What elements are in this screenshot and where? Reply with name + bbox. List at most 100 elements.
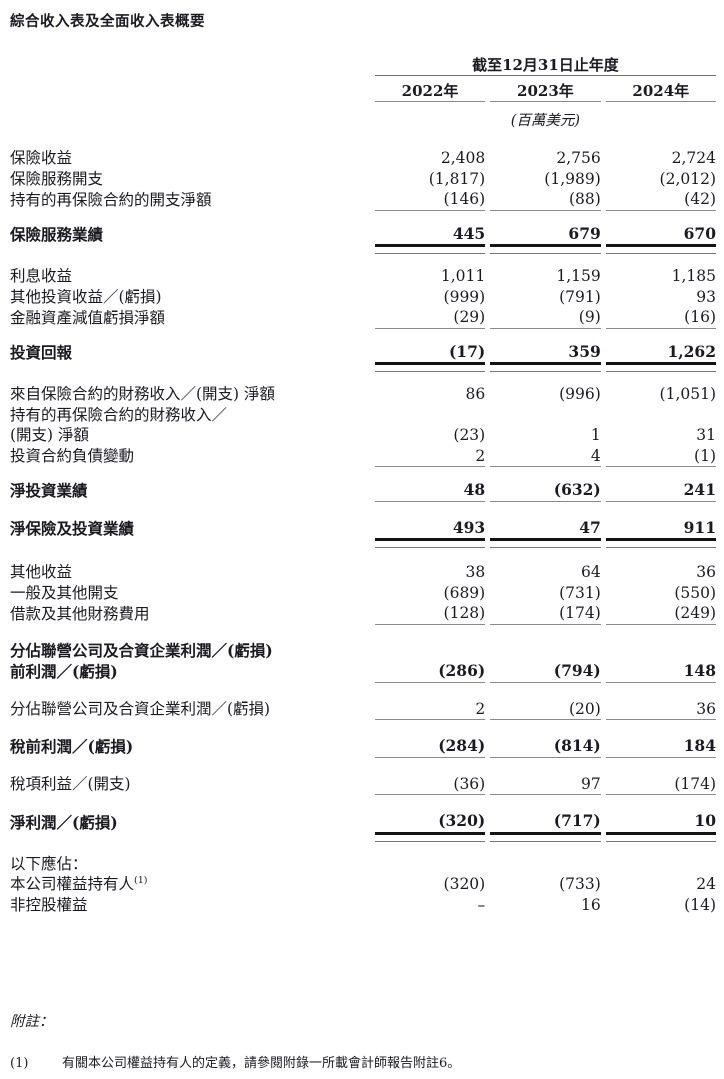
row-value-2022: 445 <box>452 223 486 243</box>
spacer <box>10 130 716 148</box>
spacer <box>10 632 716 641</box>
row-value-2024: 93 <box>696 287 716 306</box>
row-label: 保險收益 <box>10 149 73 167</box>
row-value-2022: 2 <box>475 446 486 465</box>
row-value-2023: (174) <box>559 604 601 622</box>
table-row-total: 前利潤／(虧損) (286) (794) 148 <box>10 661 716 682</box>
row-value-2024: 911 <box>683 517 716 537</box>
row-label-text: 本公司權益持有人 <box>10 875 135 893</box>
row-label: (開支) 淨額 <box>10 426 90 444</box>
row-value-2024: (550) <box>674 583 716 602</box>
row-value-2022: (23) <box>453 426 486 444</box>
row-value-2023: 4 <box>590 446 601 465</box>
row-value-2024: (2,012) <box>659 169 716 188</box>
table-row: 持有的再保險合約的開支淨額 (146) (88) (42) <box>10 189 716 210</box>
table-row: (開支) 淨額 (23) 1 31 <box>10 425 716 446</box>
table-row-total: 保險服務業績 445 679 670 <box>10 224 716 246</box>
column-header-2022: 2022年 <box>401 82 459 100</box>
table-row: 借款及其他財務費用 (128) (174) (249) <box>10 603 716 624</box>
row-value-2023: 1,159 <box>556 267 601 285</box>
spacer <box>10 841 716 854</box>
row-value-2023: 679 <box>568 223 601 243</box>
spacer <box>10 802 716 811</box>
row-value-2023: 47 <box>579 517 601 537</box>
row-label: 持有的再保險合約的財務收入／ <box>10 405 228 424</box>
row-value-2024: (16) <box>684 308 716 326</box>
row-value-2024: (1) <box>694 446 716 465</box>
row-value-2023: (733) <box>559 875 601 893</box>
row-value-2022: 48 <box>463 480 486 499</box>
subtotal-rule <box>10 719 716 727</box>
row-value-2023: (88) <box>568 190 601 208</box>
row-value-2022: (17) <box>448 341 486 361</box>
row-value-2022: – <box>477 895 486 914</box>
row-value-2023: 64 <box>581 563 601 581</box>
row-label: 其他收益 <box>10 563 73 581</box>
row-value-2023: (794) <box>553 661 601 680</box>
spacer <box>10 509 716 518</box>
row-value-2023: (791) <box>559 287 601 306</box>
subtotal-rule <box>10 623 716 632</box>
table-row-total: 淨投資業績 48 (632) 241 <box>10 480 716 501</box>
row-value-2024: 2,724 <box>671 149 716 167</box>
row-value-2022: (1,817) <box>428 169 486 188</box>
row-label: 保險服務業績 <box>10 225 104 244</box>
subtotal-rule <box>10 794 716 802</box>
column-header-row: 2022年 2023年 2024年 <box>10 80 716 102</box>
row-value-2022: (36) <box>453 774 486 793</box>
table-row-total: 淨利潤／(虧損) (320) (717) 10 <box>10 811 716 833</box>
row-value-2022: (689) <box>443 583 486 602</box>
total-double-rule <box>10 244 716 254</box>
period-header-row: 截至12月31日止年度 <box>10 54 716 76</box>
table-row: 稅項利益／(開支) (36) 97 (174) <box>10 774 716 795</box>
header-top-rule <box>10 75 716 80</box>
row-label: 以下應佔： <box>10 854 88 873</box>
row-value-2023: 97 <box>581 774 601 793</box>
row-value-2023: (717) <box>553 811 601 830</box>
row-value-2022: (128) <box>443 604 486 622</box>
row-value-2024: (42) <box>684 190 716 208</box>
table-row: 保險服務開支 (1,817) (1,989) (2,012) <box>10 169 716 190</box>
row-value-2024: 184 <box>683 736 716 755</box>
table-row: 其他收益 38 64 36 <box>10 562 716 583</box>
footnote-item-1: (1) 有關本公司權益持有人的定義，請參閱附錄一所載會計師報告附註6。 <box>10 1052 460 1071</box>
row-value-2024: 241 <box>683 480 716 499</box>
total-double-rule <box>10 538 716 548</box>
row-value-2023: (1,989) <box>544 169 601 188</box>
row-value-2023: (731) <box>559 583 601 602</box>
table-row-continuation: 分佔聯營公司及合資企業利潤／(虧損) <box>10 641 716 662</box>
footnote-text: 有關本公司權益持有人的定義，請參閱附錄一所載會計師報告附註6。 <box>62 1056 461 1071</box>
row-value-2022: 1,011 <box>440 267 486 285</box>
row-label: 金融資產減值虧損淨額 <box>10 308 166 327</box>
period-header: 截至12月31日止年度 <box>472 56 619 74</box>
notes-heading: 附註： <box>10 1014 54 1030</box>
table-row: 分佔聯營公司及合資企業利潤／(虧損) 2 (20) 36 <box>10 699 716 720</box>
row-label: 借款及其他財務費用 <box>10 604 150 623</box>
row-label: 淨投資業績 <box>10 480 88 500</box>
row-value-2022: (284) <box>438 736 486 755</box>
row-label: 淨保險及投資業績 <box>10 519 135 538</box>
table-row: 利息收益 1,011 1,159 1,185 <box>10 266 716 287</box>
row-value-2023: (20) <box>568 699 601 718</box>
column-header-2024: 2024年 <box>632 82 690 100</box>
footnote-mark: (1) <box>10 1056 29 1071</box>
total-double-rule <box>10 831 716 842</box>
row-value-2023: 359 <box>568 341 601 361</box>
page-title: 綜合收入表及全面收入表概要 <box>10 14 205 30</box>
row-value-2023: (996) <box>559 385 601 403</box>
subtotal-rule <box>10 756 716 765</box>
row-value-2024: (249) <box>674 604 716 622</box>
spacer <box>10 372 716 385</box>
unit-note-row: (百萬美元) <box>10 109 716 130</box>
row-label: 保險服務開支 <box>10 169 104 188</box>
table-row: 其他投資收益／(虧損) (999) (791) 93 <box>10 287 716 308</box>
table-row-total: 投資回報 (17) 359 1,262 <box>10 342 716 364</box>
row-label: 其他投資收益／(虧損) <box>10 287 162 306</box>
row-value-2024: 36 <box>696 563 716 581</box>
row-value-2022: (29) <box>453 308 486 326</box>
row-label: 本公司權益持有人(1) <box>10 874 375 895</box>
row-value-2024: (1,051) <box>659 385 716 403</box>
financial-statement-table: 截至12月31日止年度 2022年 2023年 2024年 (百萬 <box>10 54 716 915</box>
table-row-total: 淨保險及投資業績 493 47 911 <box>10 518 716 540</box>
